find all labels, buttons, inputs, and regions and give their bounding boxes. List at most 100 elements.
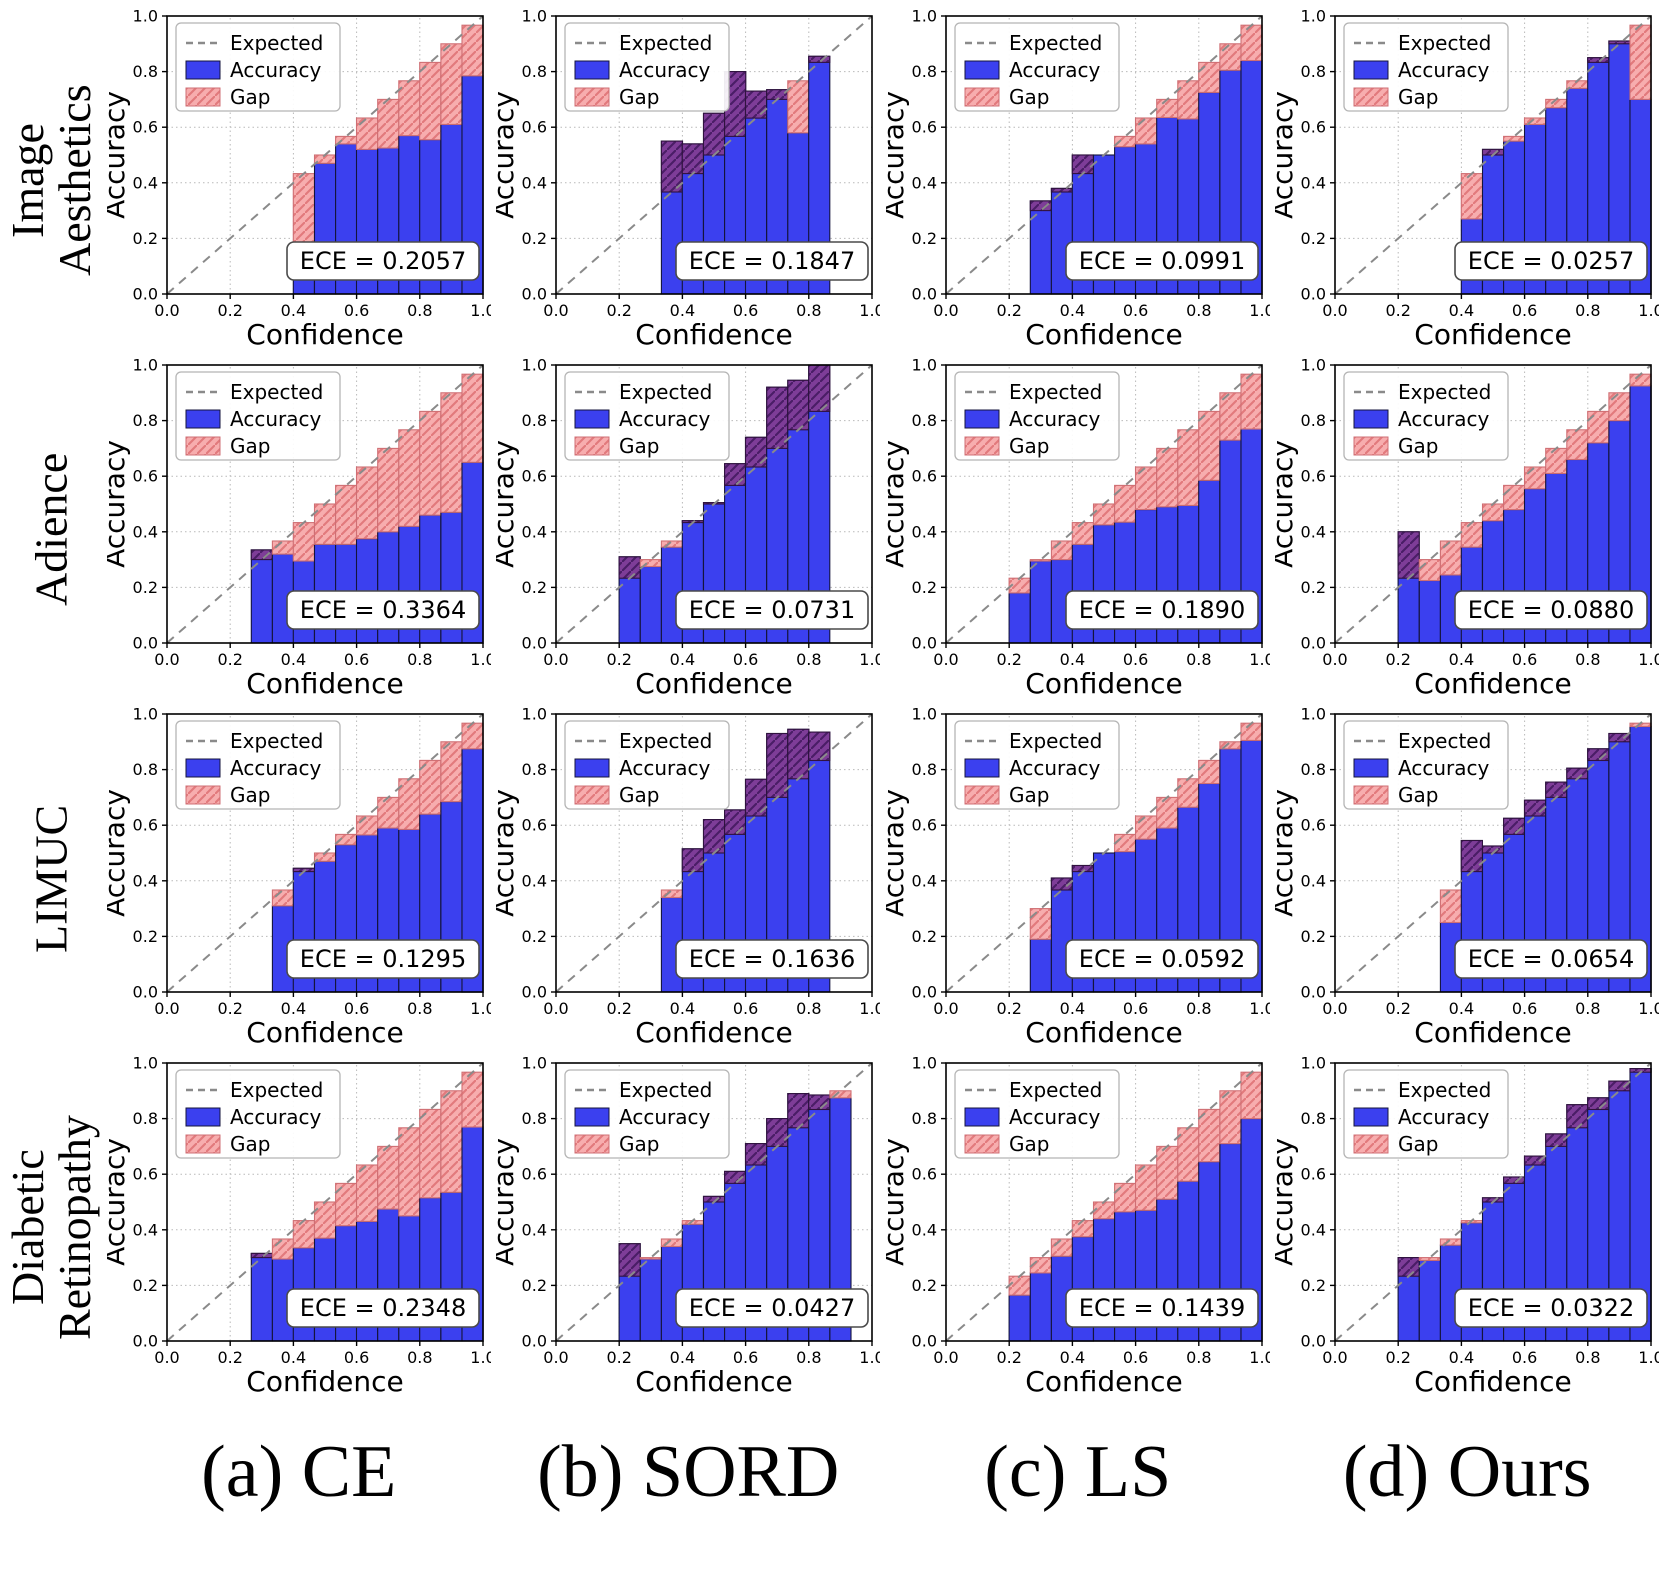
svg-text:0.2: 0.2 xyxy=(911,927,936,946)
svg-text:Accuracy: Accuracy xyxy=(619,407,710,431)
svg-text:0.8: 0.8 xyxy=(796,999,821,1018)
svg-text:0.0: 0.0 xyxy=(911,634,936,653)
subplot-ours-image-aesthetics: 0.0 0.0 0.2 0.2 0.4 0.4 0.6 0.6 0.8 0.8 1.0 1.0 Conf… xyxy=(1273,6,1662,355)
ece-box: ECE = 0.0731 xyxy=(675,590,870,630)
x-axis-label: Confidence xyxy=(1025,318,1182,351)
ece-value: ECE = 0.1847 xyxy=(689,247,855,275)
svg-text:Accuracy: Accuracy xyxy=(1398,58,1489,82)
expected-line xyxy=(1334,713,1652,993)
svg-text:0.4: 0.4 xyxy=(132,1220,157,1239)
svg-text:0.6: 0.6 xyxy=(1512,999,1537,1018)
svg-text:0.0: 0.0 xyxy=(1323,650,1348,669)
svg-text:1.0: 1.0 xyxy=(470,301,491,320)
ece-box: ECE = 0.0322 xyxy=(1454,1288,1649,1328)
svg-text:Accuracy: Accuracy xyxy=(619,1105,710,1129)
legend: Expected Accuracy Gap xyxy=(1343,22,1509,112)
svg-text:Accuracy: Accuracy xyxy=(230,407,321,431)
svg-text:0.0: 0.0 xyxy=(132,634,157,653)
svg-text:Accuracy: Accuracy xyxy=(1009,756,1100,780)
svg-text:1.0: 1.0 xyxy=(1639,301,1660,320)
svg-text:0.2: 0.2 xyxy=(522,1276,547,1295)
axes: 0.00.0 0.2 0.2 0.4 0.4 0.6 0.6 0.8 0.8 1.0 1.0 Conf… xyxy=(886,1054,1270,1399)
reliability-plot-Ours-Adience: 0.00.0 0.2 0.2 0.4 0.4 0.6 0.6 0.8 0.8 1.0 1.0 Conf… xyxy=(1275,356,1659,701)
svg-text:0.6: 0.6 xyxy=(1123,301,1148,320)
svg-text:0.0: 0.0 xyxy=(1323,999,1348,1018)
svg-text:0.2: 0.2 xyxy=(1301,229,1326,248)
svg-text:1.0: 1.0 xyxy=(911,705,936,724)
y-axis-label: Accuracy xyxy=(886,91,910,219)
y-axis-label: Accuracy xyxy=(886,1138,910,1266)
svg-text:Accuracy: Accuracy xyxy=(230,1105,321,1129)
svg-text:Accuracy: Accuracy xyxy=(230,756,321,780)
svg-text:0.0: 0.0 xyxy=(522,983,547,1002)
svg-text:0.2: 0.2 xyxy=(607,301,632,320)
subplot-ce-image-aesthetics: 0.0 0.0 0.2 0.2 0.4 0.4 0.6 0.6 0.8 0.8 1.0 1.0 Conf… xyxy=(104,6,494,355)
expected-line xyxy=(166,15,484,295)
svg-text:0.0: 0.0 xyxy=(911,1332,936,1351)
svg-text:0.8: 0.8 xyxy=(1301,62,1326,81)
ece-value: ECE = 0.2348 xyxy=(300,1294,466,1322)
svg-text:Expected: Expected xyxy=(1398,729,1491,753)
svg-text:1.0: 1.0 xyxy=(1639,999,1660,1018)
svg-text:0.4: 0.4 xyxy=(522,522,547,541)
expected-line xyxy=(945,713,1263,993)
x-axis-label: Confidence xyxy=(1025,1365,1182,1398)
svg-text:Expected: Expected xyxy=(230,1078,323,1102)
x-axis-label: Confidence xyxy=(636,318,793,351)
svg-text:0.6: 0.6 xyxy=(733,650,758,669)
svg-text:0.8: 0.8 xyxy=(522,62,547,81)
svg-text:0.6: 0.6 xyxy=(344,999,369,1018)
y-axis-label: Accuracy xyxy=(107,440,131,568)
x-axis-label: Confidence xyxy=(1415,318,1572,351)
reliability-plot-CE-Image-Aesthetics: 0.00.0 0.2 0.2 0.4 0.4 0.6 0.6 0.8 0.8 1.0 1.0 Conf… xyxy=(107,7,491,352)
svg-text:0.8: 0.8 xyxy=(1186,650,1211,669)
axes: 0.00.0 0.2 0.2 0.4 0.4 0.6 0.6 0.8 0.8 1.0 1.0 Conf… xyxy=(1275,1054,1659,1399)
svg-text:Expected: Expected xyxy=(619,31,712,55)
svg-text:Gap: Gap xyxy=(619,1132,659,1156)
ece-box: ECE = 0.0592 xyxy=(1064,939,1259,979)
x-axis-label: Confidence xyxy=(636,1365,793,1398)
svg-text:Accuracy: Accuracy xyxy=(1398,756,1489,780)
caption-row-spacer xyxy=(0,1402,104,1568)
svg-text:Expected: Expected xyxy=(230,31,323,55)
svg-text:0.8: 0.8 xyxy=(1301,760,1326,779)
ece-box: ECE = 0.1847 xyxy=(675,241,870,281)
svg-text:0.4: 0.4 xyxy=(1301,522,1326,541)
axes: 0.00.0 0.2 0.2 0.4 0.4 0.6 0.6 0.8 0.8 1.0 1.0 Conf… xyxy=(107,1054,491,1399)
svg-text:Gap: Gap xyxy=(1009,434,1049,458)
svg-text:1.0: 1.0 xyxy=(470,999,491,1018)
svg-text:0.6: 0.6 xyxy=(733,999,758,1018)
svg-text:Expected: Expected xyxy=(230,380,323,404)
svg-text:Accuracy: Accuracy xyxy=(1009,407,1100,431)
svg-text:1.0: 1.0 xyxy=(1301,705,1326,724)
x-axis-label: Confidence xyxy=(246,1016,403,1049)
svg-text:1.0: 1.0 xyxy=(132,7,157,26)
reliability-plot-SORD-LIMUC: 0.00.0 0.2 0.2 0.4 0.4 0.6 0.6 0.8 0.8 1.0 1.0 Conf… xyxy=(496,705,880,1050)
svg-text:0.4: 0.4 xyxy=(1059,301,1084,320)
svg-text:0.8: 0.8 xyxy=(132,62,157,81)
svg-text:1.0: 1.0 xyxy=(522,1054,547,1073)
reliability-plot-SORD-Adience: 0.00.0 0.2 0.2 0.4 0.4 0.6 0.6 0.8 0.8 1.0 1.0 Conf… xyxy=(496,356,880,701)
ece-box: ECE = 0.0654 xyxy=(1454,939,1649,979)
svg-text:0.4: 0.4 xyxy=(522,173,547,192)
svg-text:0.0: 0.0 xyxy=(544,1348,569,1367)
svg-text:Gap: Gap xyxy=(619,434,659,458)
svg-text:1.0: 1.0 xyxy=(1249,1348,1270,1367)
svg-text:0.4: 0.4 xyxy=(670,301,695,320)
svg-text:0.6: 0.6 xyxy=(1512,650,1537,669)
ece-box: ECE = 0.0880 xyxy=(1454,590,1649,630)
svg-text:Accuracy: Accuracy xyxy=(619,756,710,780)
svg-text:0.2: 0.2 xyxy=(132,578,157,597)
svg-text:1.0: 1.0 xyxy=(911,356,936,375)
ece-box: ECE = 0.0427 xyxy=(675,1288,870,1328)
svg-text:0.4: 0.4 xyxy=(1449,999,1474,1018)
subplot-ours-adience: 0.0 0.0 0.2 0.2 0.4 0.4 0.6 0.6 0.8 0.8 1.0 1.0 Conf… xyxy=(1273,355,1662,704)
axes: 0.00.0 0.2 0.2 0.4 0.4 0.6 0.6 0.8 0.8 1.0 1.0 Conf… xyxy=(107,356,491,701)
svg-text:0.2: 0.2 xyxy=(996,999,1021,1018)
svg-text:0.8: 0.8 xyxy=(1575,650,1600,669)
svg-text:0.6: 0.6 xyxy=(344,1348,369,1367)
svg-text:1.0: 1.0 xyxy=(1301,7,1326,26)
row-label-limuc: LIMUC xyxy=(25,804,77,953)
ece-value: ECE = 0.0257 xyxy=(1468,247,1634,275)
svg-text:Expected: Expected xyxy=(619,729,712,753)
